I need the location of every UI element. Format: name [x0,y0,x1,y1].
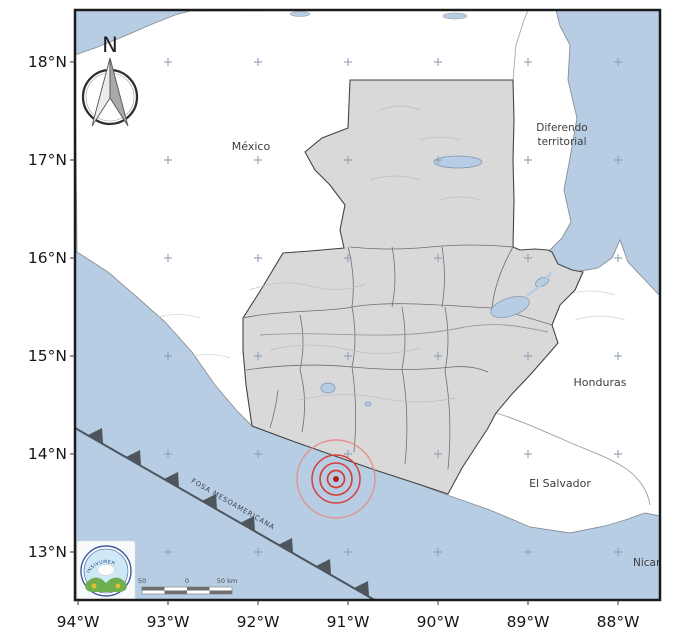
scale-right-value: 50 km [217,577,237,585]
label-diferendo-line2: territorial [537,136,586,148]
lat-axis: 18°N 17°N 16°N 15°N 14°N 13°N [28,53,67,561]
north-arrow-icon [91,57,129,127]
lagoon [289,11,311,17]
lat-label: 18°N [28,53,67,71]
lat-label: 15°N [28,347,67,365]
trench-line [75,427,377,600]
department-boundaries [242,244,553,470]
grid-crosses [164,58,622,556]
label-nicaragua: Nicaragua [633,557,686,569]
lat-label: 13°N [28,543,67,561]
scale-bar: 50 0 50 km [138,577,237,595]
rio-dulce [526,271,553,297]
lon-label: 94°W [57,613,100,631]
lon-label: 90°W [417,613,460,631]
lat-label: 14°N [28,445,67,463]
label-mexico: México [232,140,271,153]
scale-zero: 0 [185,577,189,585]
lon-label: 91°W [327,613,370,631]
label-el-salvador: El Salvador [529,477,591,490]
lagoon [442,12,468,20]
lon-label: 89°W [507,613,550,631]
lat-label: 17°N [28,151,67,169]
lon-label: 88°W [597,613,640,631]
lon-label: 93°W [147,613,190,631]
belize-mexico-border [512,10,529,81]
lon-axis: 94°W 93°W 92°W 91°W 90°W 89°W 88°W [57,613,640,631]
scale-left-value: 50 [138,577,146,585]
trench-teeth [88,428,369,596]
axis-ticks [70,61,619,605]
map-frame [73,8,662,602]
compass-rose: N [81,33,139,127]
motagua-valley-line [259,324,549,336]
compass-north-label: N [102,33,118,57]
logo-cloud [97,564,115,576]
epicenter-marker [296,439,376,519]
label-honduras: Honduras [574,376,627,389]
terrain-texture-neighbors [149,290,626,361]
lat-label: 16°N [28,249,67,267]
agency-logo: INSIVUMEH [76,540,136,600]
honduras-el-salvador-border [495,412,651,506]
label-diferendo-line1: Diferendo [536,122,587,134]
terrain-texture-guatemala [249,105,481,403]
lon-label: 92°W [237,613,280,631]
logo-hills [85,577,127,592]
